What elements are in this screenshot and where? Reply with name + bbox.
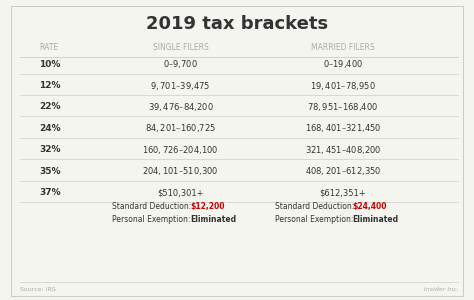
Text: Standard Deduction:: Standard Deduction: (112, 202, 194, 211)
Text: $0 – $19,400: $0 – $19,400 (323, 58, 363, 70)
Text: $84,201 – $160,725: $84,201 – $160,725 (145, 122, 216, 134)
Text: $160,726 – $204,100: $160,726 – $204,100 (142, 144, 219, 156)
Text: Standard Deduction:: Standard Deduction: (275, 202, 356, 211)
Text: 10%: 10% (39, 60, 61, 69)
Text: Personal Exemption:: Personal Exemption: (112, 215, 193, 224)
Text: 24%: 24% (39, 124, 61, 133)
Text: $39,476 – $84,200: $39,476 – $84,200 (147, 101, 213, 113)
Text: RATE: RATE (39, 43, 58, 52)
Text: MARRIED FILERS: MARRIED FILERS (311, 43, 375, 52)
Text: $12,200: $12,200 (190, 202, 224, 211)
Text: 22%: 22% (39, 103, 61, 112)
Text: Eliminated: Eliminated (190, 215, 236, 224)
Text: $204,101 – $510,300: $204,101 – $510,300 (142, 165, 219, 177)
Text: Source: IRS: Source: IRS (20, 286, 56, 292)
Text: 12%: 12% (39, 81, 61, 90)
Text: Personal Exemption:: Personal Exemption: (275, 215, 356, 224)
Text: $321,451 – $408,200: $321,451 – $408,200 (305, 144, 381, 156)
Text: $19,401 – $78,950: $19,401 – $78,950 (310, 80, 376, 92)
Text: $78,951 – $168,400: $78,951 – $168,400 (308, 101, 379, 113)
Text: 35%: 35% (39, 167, 61, 176)
Text: 37%: 37% (39, 188, 61, 197)
Text: $510,301+: $510,301+ (157, 188, 204, 197)
Text: $0 – $9,700: $0 – $9,700 (163, 58, 198, 70)
Text: Eliminated: Eliminated (353, 215, 399, 224)
Text: SINGLE FILERS: SINGLE FILERS (153, 43, 209, 52)
Text: $612,351+: $612,351+ (319, 188, 366, 197)
Text: $408,201 – $612,350: $408,201 – $612,350 (305, 165, 381, 177)
Text: $9,701 – $39,475: $9,701 – $39,475 (150, 80, 210, 92)
Text: 32%: 32% (39, 145, 61, 154)
Text: $168,401 – $321,450: $168,401 – $321,450 (305, 122, 381, 134)
Text: $24,400: $24,400 (353, 202, 387, 211)
Text: 2019 tax brackets: 2019 tax brackets (146, 15, 328, 33)
Text: Insider Inc.: Insider Inc. (424, 286, 458, 292)
